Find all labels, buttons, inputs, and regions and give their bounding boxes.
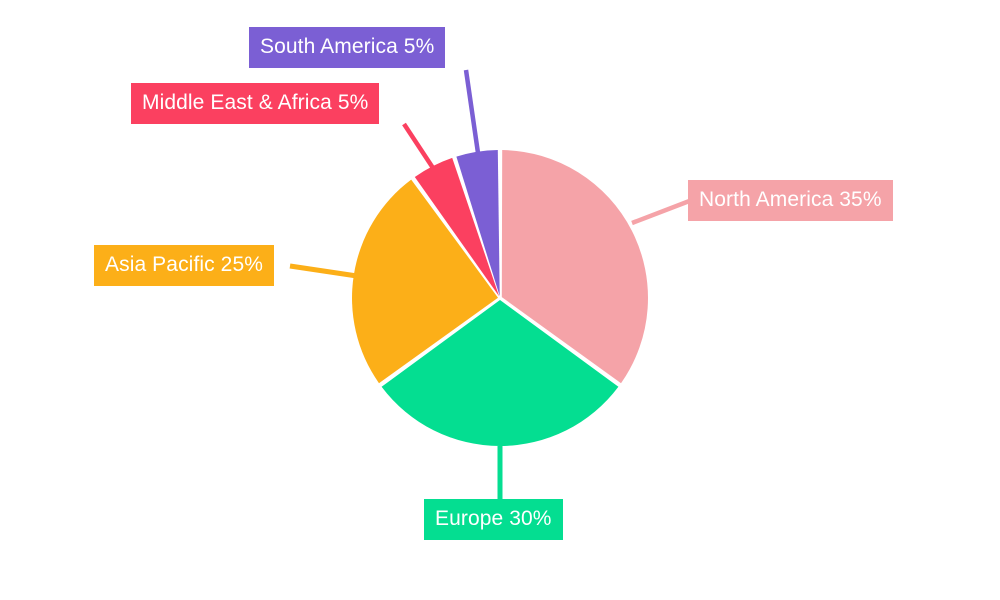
pie-label-north-america[interactable]: North America 35% — [688, 180, 893, 221]
pie-label-asia-pacific-text: Asia Pacific 25% — [105, 253, 264, 276]
leader-lines — [289, 69, 693, 499]
pie-slice-north-america[interactable] — [501, 150, 648, 384]
pie-label-south-america[interactable]: South America 5% — [249, 27, 446, 68]
pie-slice-middle-east-africa[interactable] — [414, 157, 500, 297]
pie-slice-asia-pacific[interactable] — [352, 179, 498, 384]
pie-label-middle-east-africa-text: Middle East & Africa 5% — [142, 91, 369, 114]
leader-line-north-america — [631, 197, 693, 226]
leader-line-asia-pacific — [289, 263, 358, 279]
pie-label-europe[interactable]: Europe 30% — [424, 499, 563, 540]
leader-line-middle-east-africa — [402, 122, 435, 170]
pie-slices — [352, 150, 648, 446]
pie-label-south-america-text: South America 5% — [260, 35, 435, 58]
pie-slice-europe[interactable] — [381, 300, 619, 446]
pie-label-asia-pacific[interactable]: Asia Pacific 25% — [94, 245, 275, 286]
pie-label-middle-east-africa[interactable]: Middle East & Africa 5% — [131, 83, 380, 124]
pie-slice-south-america[interactable] — [456, 150, 500, 296]
leader-line-south-america — [463, 69, 481, 154]
pie-label-north-america-text: North America 35% — [699, 188, 882, 211]
pie-label-europe-text: Europe 30% — [435, 507, 552, 530]
